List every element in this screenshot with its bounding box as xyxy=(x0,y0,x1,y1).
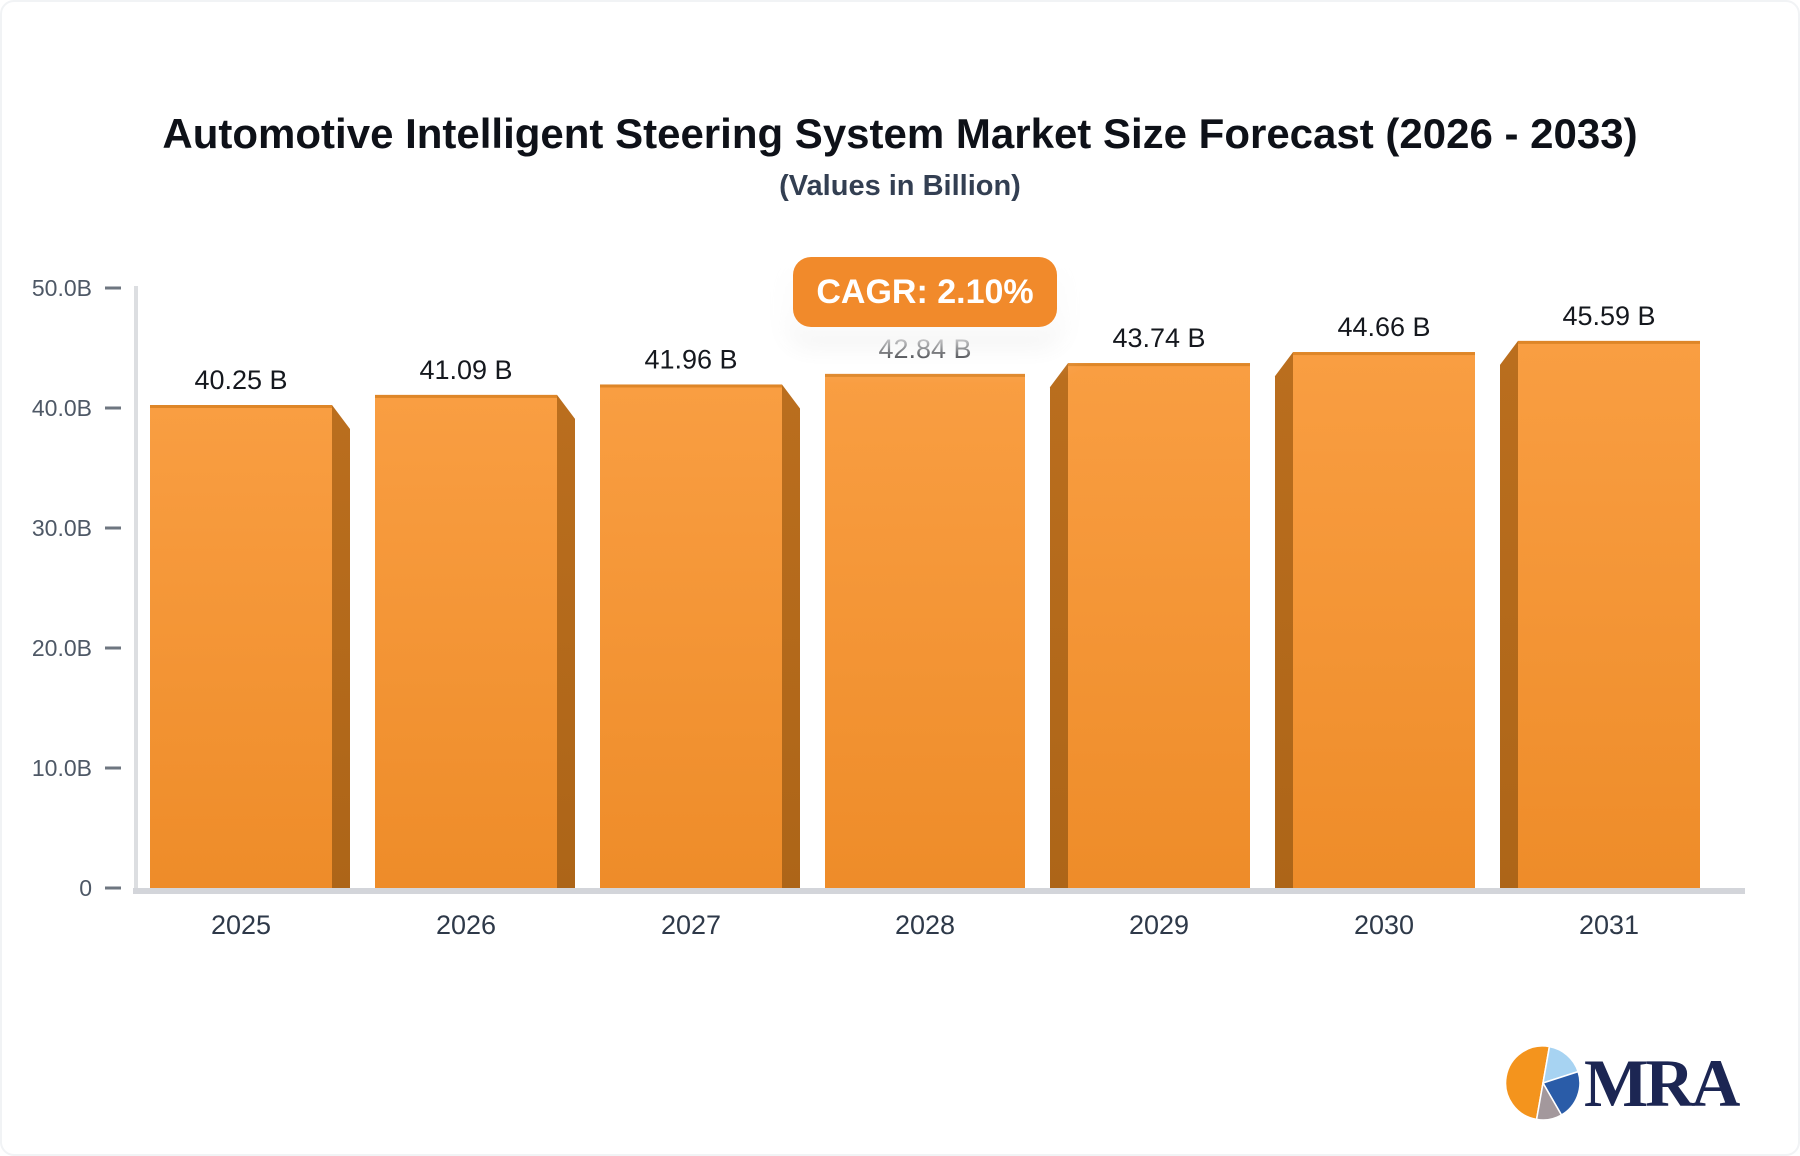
bar-front-face xyxy=(600,384,782,888)
bar-value-label: 42.84 B xyxy=(878,334,971,364)
bar-top-edge xyxy=(1293,352,1475,356)
chart-labels: 40.25 B 2025 41.09 B 2026 41.96 B 2027 42.84 B… xyxy=(194,301,1655,940)
y-tick-label: 30.0B xyxy=(32,515,92,541)
x-axis-line xyxy=(133,888,1745,894)
bar-top-edge xyxy=(1068,363,1250,367)
bar-top-edge xyxy=(150,405,332,408)
bar xyxy=(375,394,575,888)
bar-value-label: 40.25 B xyxy=(194,365,287,395)
x-tick-label: 2025 xyxy=(211,910,271,940)
bar-front-face xyxy=(1518,340,1700,888)
y-axis-line xyxy=(134,286,138,892)
pie-slice-orange xyxy=(1504,1045,1551,1121)
y-tick xyxy=(105,766,121,770)
bar-value-label: 41.96 B xyxy=(644,344,737,374)
chart-axes: 50.0B 40.0B 30.0B 20.0B 10.0B 0 xyxy=(32,275,1745,901)
bar xyxy=(600,384,800,888)
x-tick-label: 2031 xyxy=(1579,910,1639,940)
y-tick-label: 10.0B xyxy=(32,755,92,781)
bar-side-face xyxy=(1275,352,1293,889)
bar-value-label: 45.59 B xyxy=(1562,301,1655,331)
bar-front-face xyxy=(150,405,332,888)
bar-value-label: 44.66 B xyxy=(1337,312,1430,342)
y-tick-label: 0 xyxy=(79,875,92,901)
y-tick xyxy=(105,646,121,650)
x-tick-label: 2029 xyxy=(1129,910,1189,940)
bar-value-label: 41.09 B xyxy=(419,355,512,385)
x-tick-label: 2028 xyxy=(895,910,955,940)
bar-side-face xyxy=(557,394,575,888)
bar-top-edge xyxy=(1518,340,1700,344)
bar xyxy=(825,373,1025,888)
chart-bars xyxy=(150,340,1700,889)
y-tick xyxy=(105,886,121,890)
x-tick-label: 2030 xyxy=(1354,910,1414,940)
bar-side-face xyxy=(332,405,350,888)
y-tick-label: 20.0B xyxy=(32,635,92,661)
bar-value-label: 43.74 B xyxy=(1112,323,1205,353)
bar xyxy=(150,405,350,888)
bar-top-edge xyxy=(375,394,557,398)
bar-front-face xyxy=(375,394,557,888)
bar-front-face xyxy=(1068,363,1250,888)
brand-logo: MRA xyxy=(1504,1044,1740,1122)
bar-side-face xyxy=(1050,363,1068,888)
chart-title: Automotive Intelligent Steering System M… xyxy=(162,110,1638,157)
y-tick-label: 50.0B xyxy=(32,275,92,301)
bar-top-edge xyxy=(825,373,1025,377)
y-tick xyxy=(105,406,121,410)
bar-top-edge xyxy=(600,384,782,388)
bar xyxy=(1500,340,1700,888)
bar-side-face xyxy=(1500,340,1518,888)
cagr-badge: CAGR: 2.10% xyxy=(793,257,1057,327)
bar xyxy=(1050,363,1250,888)
logo-text: MRA xyxy=(1584,1045,1740,1121)
pie-chart-icon xyxy=(1504,1045,1581,1121)
pie-slice-gray xyxy=(1535,1082,1563,1121)
bar xyxy=(1275,352,1475,889)
x-tick-label: 2027 xyxy=(661,910,721,940)
y-tick xyxy=(105,526,121,530)
x-tick-label: 2026 xyxy=(436,910,496,940)
pie-slice-dark-blue xyxy=(1542,1070,1581,1116)
bar-front-face xyxy=(825,373,1025,888)
y-tick-label: 40.0B xyxy=(32,395,92,421)
bar-side-face xyxy=(782,384,800,888)
bar-front-face xyxy=(1293,352,1475,889)
chart-subtitle: (Values in Billion) xyxy=(779,170,1021,202)
y-tick xyxy=(105,286,121,290)
